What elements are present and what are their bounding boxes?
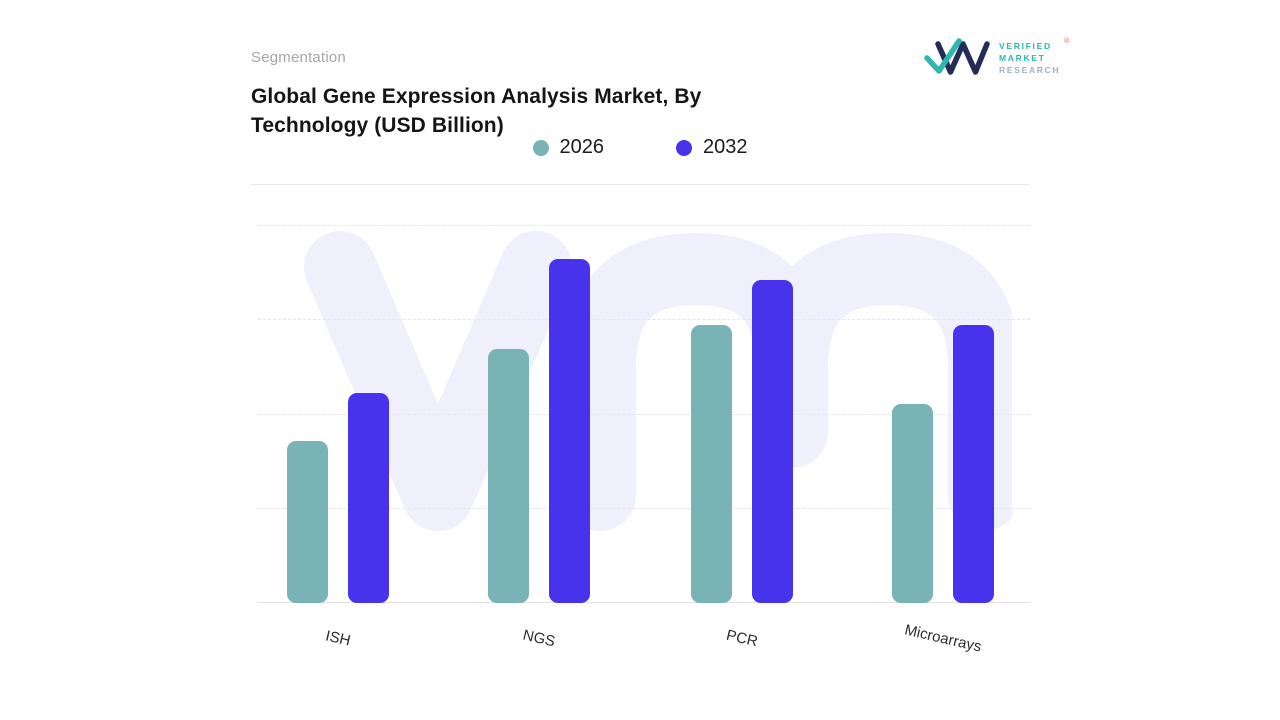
page-title: Global Gene Expression Analysis Market, … [251, 82, 701, 140]
x-axis-label-ngs: NGS [521, 626, 557, 651]
legend-item-2032[interactable]: 2032 [676, 136, 748, 159]
bar-group-microarrays [891, 225, 995, 603]
gridline [258, 319, 1030, 320]
page-title-line2: Technology (USD Billion) [251, 114, 504, 137]
gridline [258, 414, 1030, 415]
x-axis-labels: ISH NGS PCR Microarrays [250, 603, 1030, 693]
x-axis-label-ish: ISH [323, 627, 353, 650]
bar-2032-microarrays[interactable] [953, 324, 994, 603]
x-axis-label-pcr: PCR [724, 626, 760, 651]
bar-2026-microarrays[interactable] [892, 403, 933, 603]
chart-legend: 2026 2032 [251, 136, 1029, 159]
vmr-logo-mark-icon [924, 38, 990, 75]
gridline [258, 225, 1030, 226]
bar-2032-pcr[interactable] [752, 280, 793, 603]
logo-line-market: MARKET [999, 52, 1046, 63]
x-axis-line [258, 602, 1030, 603]
chart-plot-area [250, 225, 1030, 603]
x-axis-label-microarrays: Microarrays [902, 621, 984, 656]
bar-2026-ish[interactable] [287, 441, 328, 603]
bar-2032-ngs[interactable] [549, 259, 590, 603]
bar-group-ish [286, 225, 390, 603]
registered-trademark: ® [1064, 37, 1070, 45]
legend-item-2026[interactable]: 2026 [532, 136, 605, 159]
legend-swatch-2032-icon [676, 139, 692, 156]
logo-line-research: RESEARCH [999, 64, 1061, 75]
bar-group-ngs [487, 225, 591, 603]
legend-label-2026: 2026 [559, 136, 605, 158]
logo-line-verified: VERIFIED [999, 40, 1052, 51]
bar-2026-ngs[interactable] [488, 348, 529, 603]
bar-2032-ish[interactable] [348, 393, 389, 603]
legend-swatch-2026-icon [532, 139, 549, 156]
bar-group-pcr [690, 225, 794, 603]
legend-label-2032: 2032 [703, 136, 748, 158]
bar-2026-pcr[interactable] [691, 324, 732, 603]
segmentation-label: Segmentation [251, 49, 346, 66]
vmr-logo-text: ® VERIFIED MARKET RESEARCH [999, 37, 1070, 76]
gridline [258, 508, 1030, 509]
vmr-logo: ® VERIFIED MARKET RESEARCH [924, 36, 1069, 80]
header-separator [251, 184, 1029, 185]
page-title-line1: Global Gene Expression Analysis Market, … [251, 85, 702, 108]
